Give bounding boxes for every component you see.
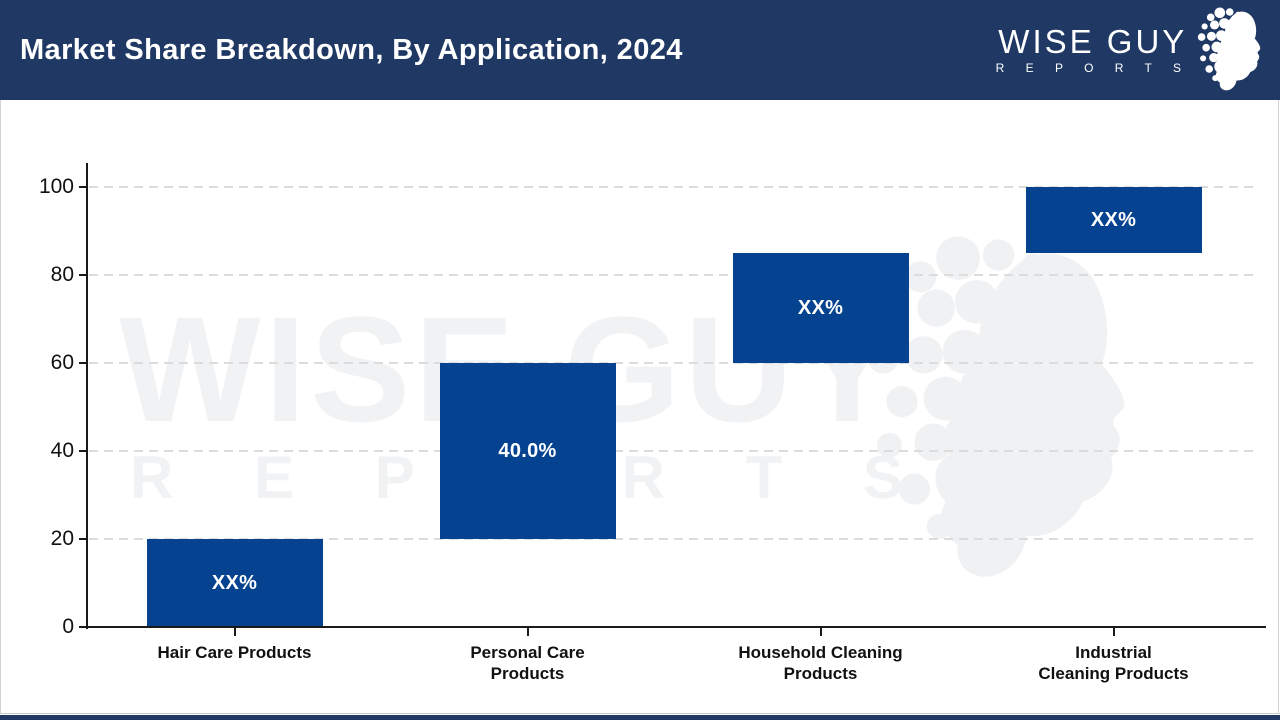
y-tick-label-60: 60: [50, 351, 74, 374]
category-label-hair-care-products: Hair Care Products: [157, 643, 312, 662]
category-label-household-cleaning-products: Household Cleaning Products: [738, 643, 903, 683]
bar-industrial-cleaning-products: XX%: [1025, 187, 1202, 253]
bar-personal-care-products: 40.0%: [439, 363, 616, 539]
y-tick-label-40: 40: [50, 439, 74, 462]
gridline-80: [89, 274, 1256, 276]
footer-accent-bar: [0, 715, 1280, 720]
gridline-60: [89, 362, 1256, 364]
y-tickmark-100: [79, 186, 88, 188]
logo-wordmark: WISE GUY: [998, 23, 1188, 60]
x-axis-spine: [86, 626, 1266, 628]
y-tick-label-100: 100: [38, 175, 74, 198]
y-tickmark-20: [79, 538, 88, 540]
y-tick-label-0: 0: [62, 615, 74, 638]
y-tick-label-80: 80: [50, 263, 74, 286]
page-title: Market Share Breakdown, By Application, …: [20, 33, 683, 66]
gridline-40: [89, 450, 1256, 452]
plot-area: 0 20 40 60 80 100 XX% Hair Care Products 40.0% Pe…: [0, 100, 1280, 714]
bar-hair-care-products: XX%: [146, 539, 323, 627]
chart-canvas: WISE GUY R E P O R T S 020406080100XX%Ha…: [0, 100, 1280, 714]
x-tickmark-household-cleaning-products: [819, 628, 822, 636]
category-label-industrial-cleaning-products: Industrial Cleaning Products: [1038, 643, 1189, 683]
y-tickmark-80: [79, 274, 88, 276]
frame-left-border: [0, 100, 1, 714]
bar-value-label-household-cleaning-products: XX%: [797, 296, 844, 319]
wise-guy-face-icon: [1197, 7, 1261, 91]
bar-value-label-hair-care-products: XX%: [211, 571, 258, 594]
header-bar: Market Share Breakdown, By Application, …: [0, 0, 1280, 100]
bar-value-label-industrial-cleaning-products: XX%: [1090, 208, 1137, 231]
y-axis-spine: [86, 163, 88, 629]
bar-household-cleaning-products: XX%: [732, 253, 909, 363]
gridline-100: [89, 186, 1256, 188]
wise-guy-logo: WISE GUY R E P O R T S: [996, 5, 1280, 95]
y-tickmark-40: [79, 450, 88, 452]
x-tickmark-hair-care-products: [233, 628, 236, 636]
gridline-20: [89, 538, 1256, 540]
logo-subtitle: R E P O R T S: [995, 61, 1190, 75]
y-tickmark-60: [79, 362, 88, 364]
frame-right-border: [1278, 100, 1279, 714]
y-tick-label-20: 20: [50, 527, 74, 550]
category-label-personal-care-products: Personal Care Products: [470, 643, 585, 683]
x-tickmark-personal-care-products: [526, 628, 529, 636]
frame-bottom-border: [0, 713, 1280, 714]
x-tickmark-industrial-cleaning-products: [1112, 628, 1115, 636]
bar-value-label-personal-care-products: 40.0%: [498, 439, 557, 462]
wise-guy-logo-text: WISE GUY R E P O R T S: [995, 23, 1190, 76]
y-tickmark-0: [79, 626, 88, 628]
